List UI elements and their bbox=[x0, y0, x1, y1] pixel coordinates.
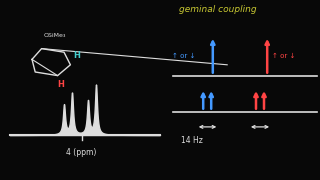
Text: 4 (ppm): 4 (ppm) bbox=[67, 148, 97, 157]
Text: H: H bbox=[73, 51, 80, 60]
Text: ↑ or ↓: ↑ or ↓ bbox=[172, 53, 196, 59]
Text: 14 Hz: 14 Hz bbox=[181, 136, 203, 145]
Text: geminal coupling: geminal coupling bbox=[179, 5, 256, 14]
Text: OSiMe₃: OSiMe₃ bbox=[43, 33, 66, 38]
Text: H: H bbox=[57, 80, 64, 89]
Text: ↑ or ↓: ↑ or ↓ bbox=[271, 53, 295, 59]
